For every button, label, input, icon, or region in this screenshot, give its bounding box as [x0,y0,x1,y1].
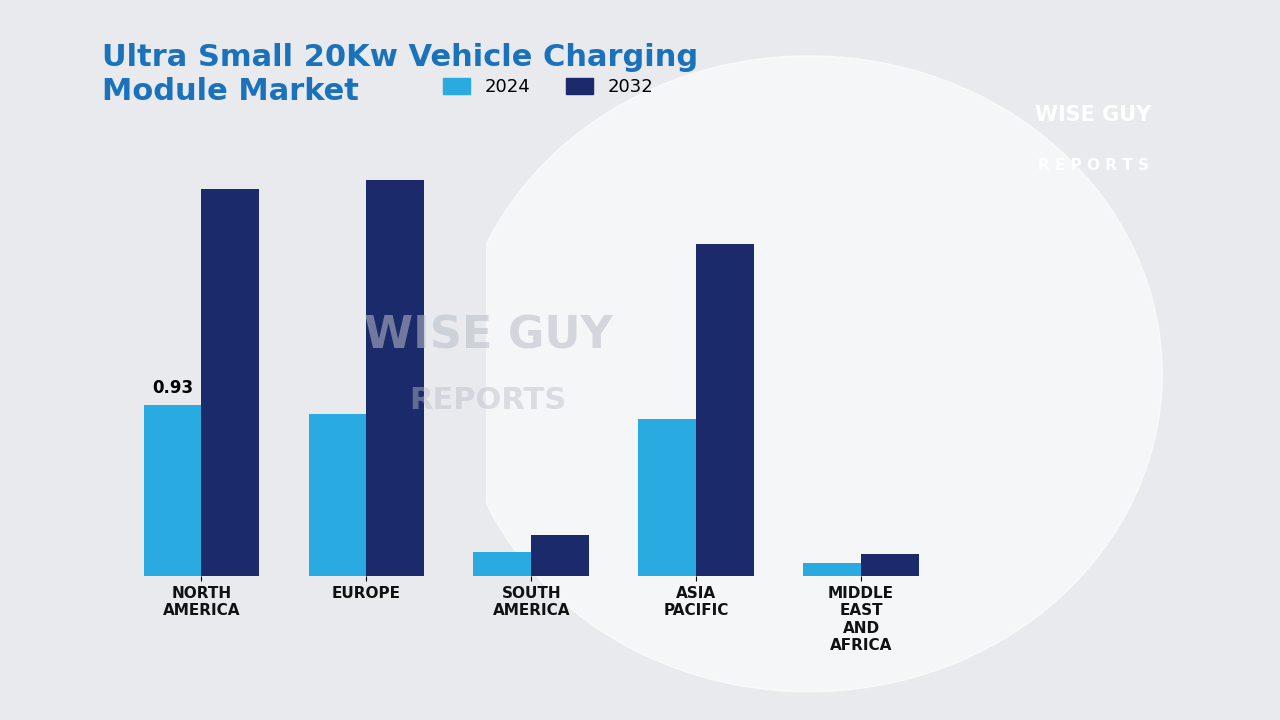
Bar [201,189,259,576]
Bar [474,552,531,576]
Text: R E P O R T S: R E P O R T S [1038,158,1149,173]
Bar [531,536,589,576]
Text: Ultra Small 20Kw Vehicle Charging
Module Market: Ultra Small 20Kw Vehicle Charging Module… [102,43,699,106]
Text: WISE GUY: WISE GUY [364,315,613,358]
Text: WISE GUY: WISE GUY [1036,105,1152,125]
Circle shape [456,56,1162,692]
Bar [366,180,424,576]
Bar [143,405,201,576]
Bar [696,244,754,576]
Bar [804,563,861,576]
Bar [308,414,366,576]
Bar [639,419,696,576]
Text: REPORTS: REPORTS [410,387,567,415]
Legend: 2024, 2032: 2024, 2032 [443,78,654,96]
Text: 0.93: 0.93 [152,379,193,397]
Bar [861,554,919,576]
